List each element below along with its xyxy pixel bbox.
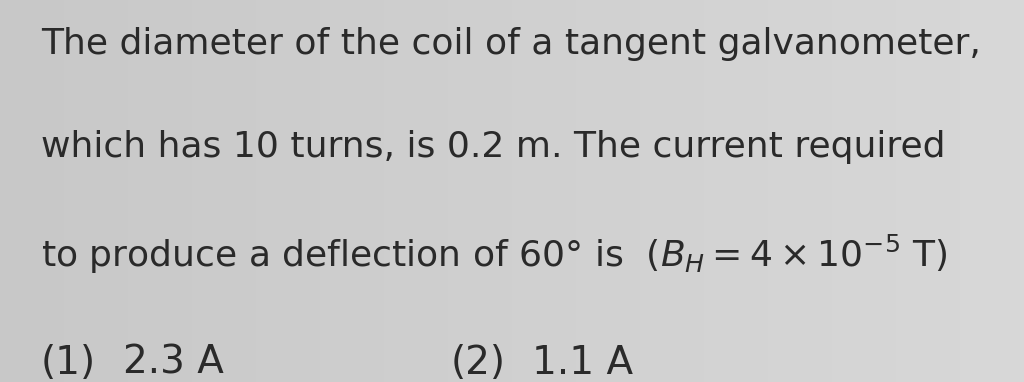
- Text: 2.3 A: 2.3 A: [123, 344, 224, 382]
- Text: (1): (1): [41, 344, 96, 382]
- Text: (2): (2): [451, 344, 506, 382]
- Text: 1.1 A: 1.1 A: [532, 344, 634, 382]
- Text: which has 10 turns, is 0.2 m. The current required: which has 10 turns, is 0.2 m. The curren…: [41, 130, 945, 164]
- Text: The diameter of the coil of a tangent galvanometer,: The diameter of the coil of a tangent ga…: [41, 27, 981, 61]
- Text: to produce a deflection of 60° is  ($B_H = 4 \times 10^{-5}$ T): to produce a deflection of 60° is ($B_H …: [41, 233, 947, 276]
